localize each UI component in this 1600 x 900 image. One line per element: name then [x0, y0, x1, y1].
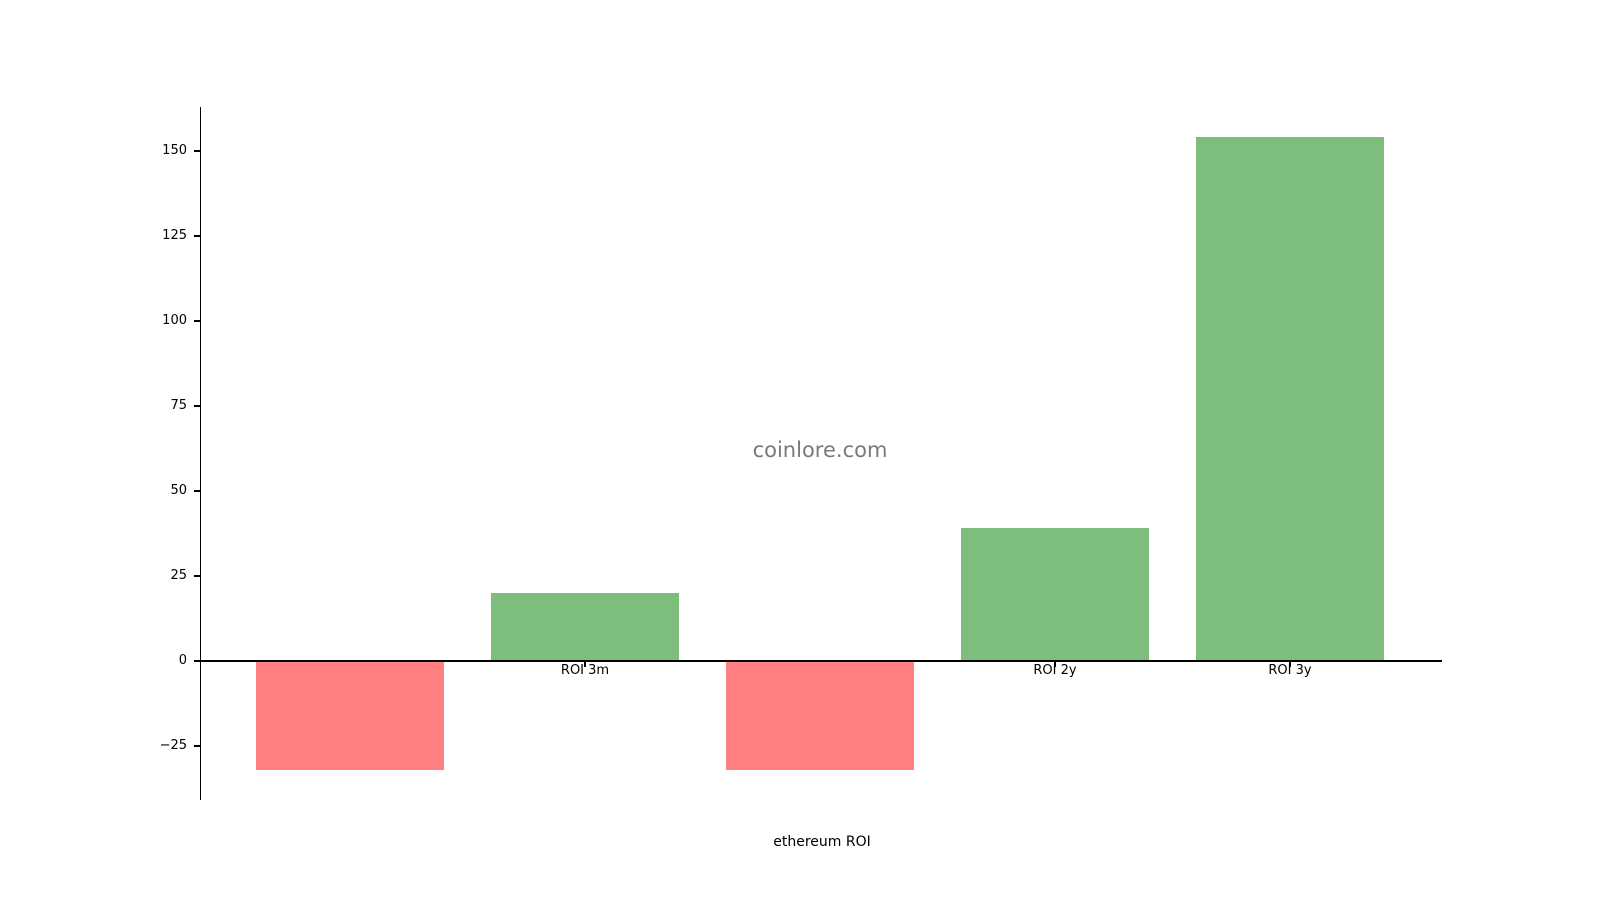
- y-tick-mark: [193, 575, 200, 577]
- y-tick-label: 125: [162, 228, 187, 243]
- y-tick-mark: [193, 150, 200, 152]
- x-tick-label: ROI 2y: [1033, 663, 1077, 678]
- chart-bar: [726, 661, 914, 770]
- y-tick-label: 75: [170, 398, 187, 413]
- y-tick-label: 100: [162, 313, 187, 328]
- y-tick-label: 150: [162, 143, 187, 158]
- y-tick-label: 50: [170, 483, 187, 498]
- y-tick-mark: [193, 745, 200, 747]
- y-tick-mark: [193, 405, 200, 407]
- x-axis-line: [199, 660, 1442, 662]
- watermark-text: coinlore.com: [752, 438, 888, 462]
- y-tick-mark: [193, 660, 200, 662]
- y-axis-line: [199, 107, 201, 800]
- chart-bar: [961, 528, 1149, 661]
- x-tick-mark: [584, 661, 586, 667]
- y-tick-mark: [193, 490, 200, 492]
- y-tick-mark: [193, 235, 200, 237]
- x-tick-label: ROI 3y: [1268, 663, 1312, 678]
- x-axis-title: ethereum ROI: [773, 834, 871, 850]
- x-tick-mark: [1054, 661, 1056, 667]
- x-tick-label: ROI 3m: [560, 663, 610, 678]
- x-tick-mark: [1289, 661, 1291, 667]
- y-tick-mark: [193, 320, 200, 322]
- chart-bar: [1196, 137, 1384, 661]
- y-tick-label: 0: [178, 653, 187, 668]
- chart-bar: [256, 661, 444, 770]
- chart-bar: [491, 593, 679, 661]
- y-tick-label: 25: [170, 568, 187, 583]
- y-tick-label: −25: [159, 738, 187, 753]
